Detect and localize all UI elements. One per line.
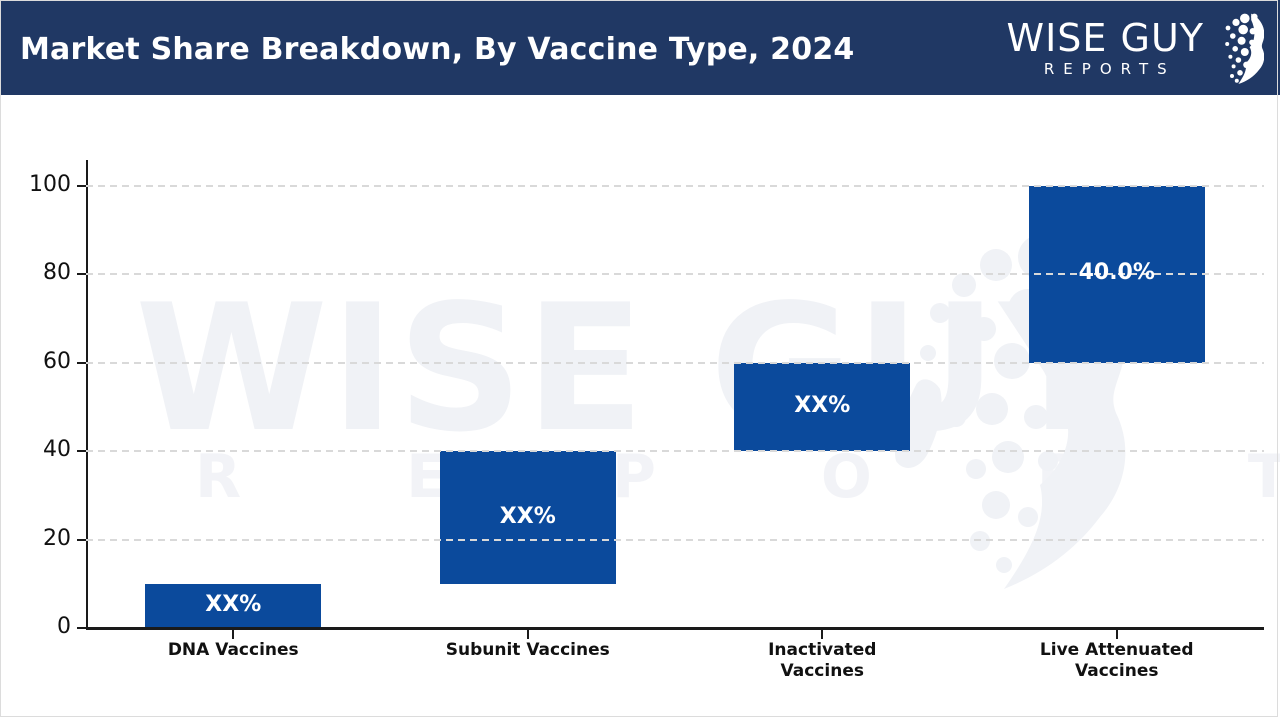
bar-dna-vaccines [145, 583, 322, 628]
x-tick-label-dna-vaccines: DNA Vaccines [167, 640, 299, 660]
x-axis-line [86, 627, 1264, 630]
y-tick-mark [77, 361, 86, 364]
brand-logo-text: WISE GUY REPORTS [1007, 18, 1204, 78]
y-tick-mark [77, 627, 86, 629]
grid-line [86, 273, 1264, 276]
x-tick-mark [526, 630, 529, 639]
page-title: Market Share Breakdown, By Vaccine Type,… [20, 32, 855, 67]
y-tick-label: 0 [57, 614, 71, 639]
bar-subunit-vaccines [439, 451, 616, 584]
dotted-face-profile-icon [1225, 13, 1264, 84]
bar-value-label: XX% [205, 591, 262, 617]
y-axis-line [86, 160, 88, 630]
y-tick-mark [77, 538, 86, 541]
y-tick-mark [77, 273, 86, 276]
bar-value-label: XX% [499, 503, 556, 529]
y-tick-mark [77, 185, 86, 187]
grid-line [86, 361, 1264, 364]
x-tick-label-live-attenuated-vaccines: Live Attenuated Vaccines [1039, 640, 1194, 681]
y-tick-mark [77, 450, 86, 453]
x-tick-mark [1115, 630, 1118, 639]
bar-value-label: XX% [794, 393, 851, 418]
x-tick-label-inactivated-vaccines: Inactivated Vaccines [768, 640, 877, 681]
header: Market Share Breakdown, By Vaccine Type,… [0, 0, 1280, 95]
x-tick-label-subunit-vaccines: Subunit Vaccines [445, 640, 610, 660]
x-tick-mark [821, 630, 824, 639]
y-tick-label: 100 [29, 172, 71, 197]
x-tick-mark [232, 630, 235, 639]
brand-logo: WISE GUY REPORTS [1007, 6, 1264, 90]
brand-subname: REPORTS [1043, 60, 1176, 78]
grid-line [86, 450, 1264, 453]
y-tick-label: 60 [43, 348, 71, 374]
y-tick-label: 40 [43, 437, 71, 463]
y-tick-label: 20 [43, 525, 71, 551]
brand-name: WISE GUY [1006, 16, 1204, 60]
grid-line [86, 538, 1264, 541]
grid-line [86, 185, 1264, 187]
bar-value-label: 40.0% [1078, 260, 1155, 286]
bar-inactivated-vaccines [734, 362, 911, 452]
y-tick-label: 80 [43, 260, 71, 286]
